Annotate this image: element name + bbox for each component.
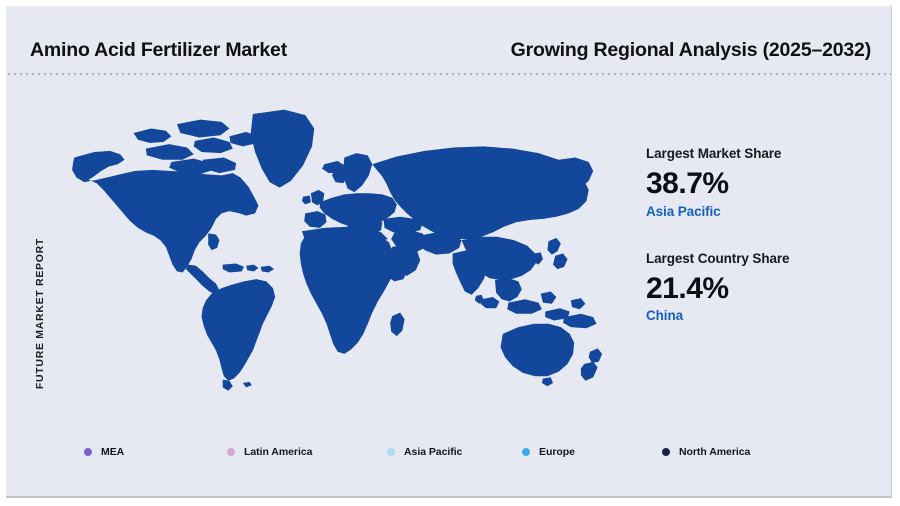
- legend-item-north-america: North America: [662, 446, 750, 458]
- stat-heading: Largest Country Share: [646, 250, 790, 266]
- page-title: Amino Acid Fertilizer Market: [30, 39, 287, 61]
- legend-dot-icon: [522, 448, 530, 456]
- legend-dot-icon: [84, 448, 92, 456]
- stats-panel: Largest Market Share 38.7% Asia Pacific …: [646, 146, 882, 323]
- stat-largest-market-share: Largest Market Share 38.7% Asia Pacific: [646, 146, 882, 219]
- legend-dot-icon: [662, 448, 670, 456]
- stat-label: Asia Pacific: [646, 203, 721, 219]
- header-subtitle: Growing Regional Analysis (2025–2032): [510, 39, 872, 61]
- world-map: [61, 104, 621, 422]
- legend-label: Asia Pacific: [404, 446, 463, 458]
- header: Amino Acid Fertilizer Market Growing Reg…: [6, 6, 891, 75]
- legend-label: Europe: [539, 446, 575, 458]
- legend-label: North America: [679, 446, 751, 458]
- stat-value: 38.7%: [646, 167, 729, 200]
- legend-dot-icon: [227, 448, 235, 456]
- legend-item-mea: MEA: [84, 446, 227, 458]
- legend-label: Latin America: [244, 446, 313, 458]
- brand-vertical-label: FUTURE MARKET REPORT: [34, 238, 46, 390]
- legend-item-latin-america: Latin America: [227, 446, 387, 458]
- stat-heading: Largest Market Share: [646, 146, 782, 161]
- legend-item-asia-pacific: Asia Pacific: [387, 446, 522, 458]
- legend-label: MEA: [101, 446, 125, 458]
- header-divider: [6, 73, 891, 75]
- legend: MEA Latin America Asia Pacific Europe No…: [84, 446, 867, 458]
- stat-value: 21.4%: [646, 271, 729, 305]
- stat-label: China: [646, 308, 684, 323]
- world-map-svg: [72, 109, 603, 391]
- infographic-canvas: Amino Acid Fertilizer Market Growing Reg…: [6, 6, 892, 498]
- legend-dot-icon: [387, 448, 395, 456]
- stat-largest-country-share: Largest Country Share 21.4% China: [646, 251, 882, 324]
- world-map-landmasses: [72, 109, 603, 391]
- legend-item-europe: Europe: [522, 446, 662, 458]
